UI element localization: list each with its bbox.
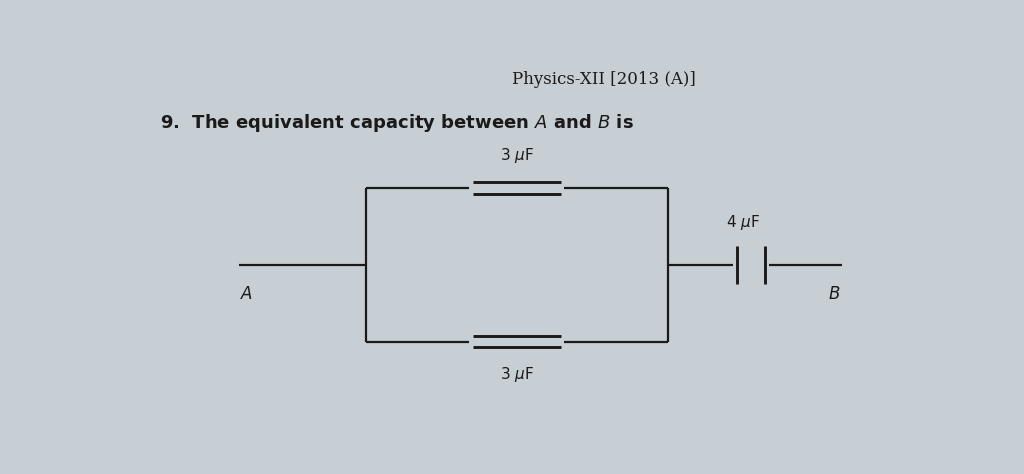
Text: 9.  The equivalent capacity between $\mathit{A}$ and $\mathit{B}$ is: 9. The equivalent capacity between $\mat… [160, 111, 634, 134]
Text: Physics-XII [2013 (A)]: Physics-XII [2013 (A)] [512, 72, 696, 89]
Text: B: B [828, 285, 840, 303]
Text: 3 $\mu$F: 3 $\mu$F [500, 365, 534, 384]
Text: 3 $\mu$F: 3 $\mu$F [500, 146, 534, 164]
Text: A: A [242, 285, 253, 303]
Text: 4 $\mu$F: 4 $\mu$F [726, 213, 760, 232]
